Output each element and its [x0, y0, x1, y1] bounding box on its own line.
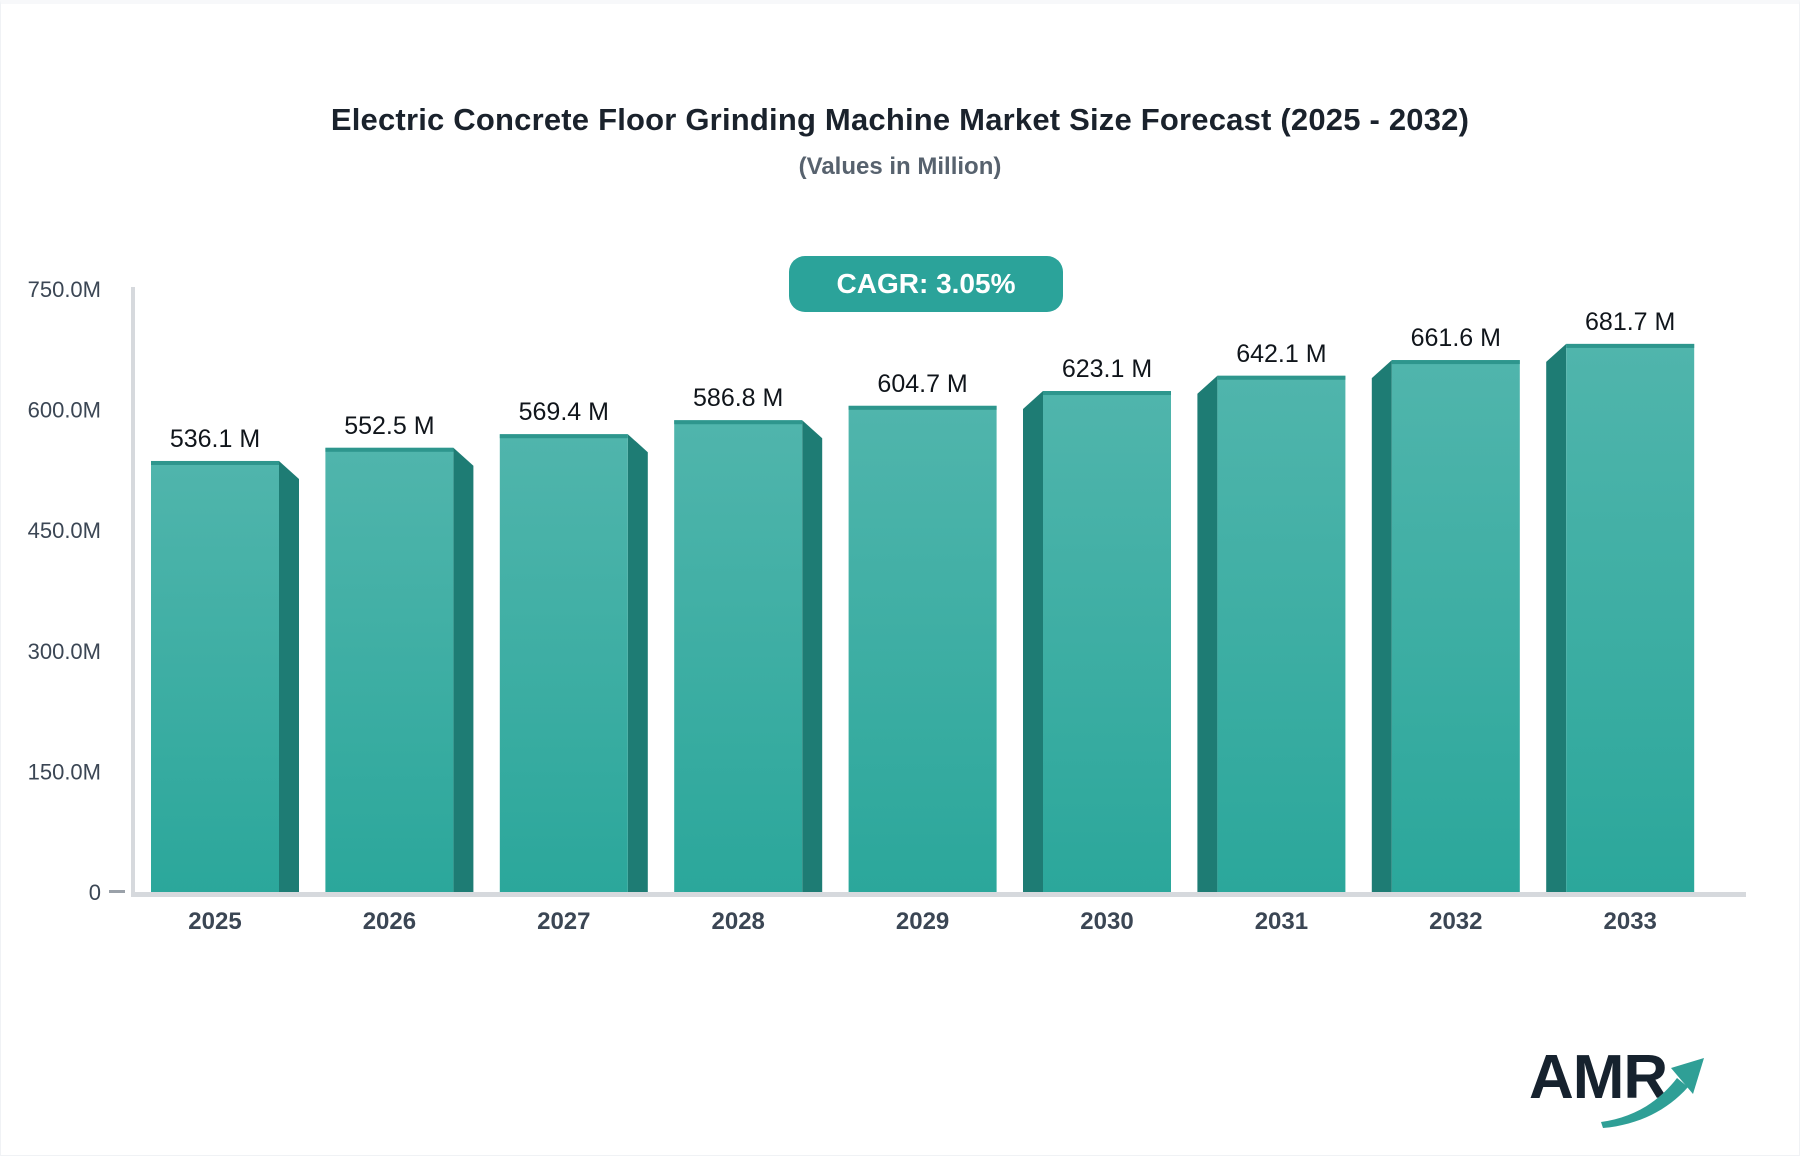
bar-group-2027: 569.4 M 2027: [499, 398, 648, 935]
y-axis-tick-label: 600.0M: [28, 398, 101, 423]
bar-top-edge: [499, 434, 628, 439]
chart-title: Electric Concrete Floor Grinding Machine…: [330, 102, 1470, 137]
x-axis-category-label: 2028: [712, 908, 765, 935]
bar-value-label: 623.1 M: [1062, 355, 1152, 383]
bar-value-label: 642.1 M: [1236, 340, 1326, 368]
bar-side-face: [802, 420, 823, 892]
bar-group-2028: 586.8 M 2028: [674, 384, 823, 935]
bar: [848, 405, 997, 892]
x-axis-category-label: 2032: [1429, 908, 1482, 935]
bar-value-label: 569.4 M: [519, 398, 609, 426]
y-axis-tick-label: 450.0M: [28, 518, 101, 543]
bar-value-label: 586.8 M: [693, 384, 783, 412]
bar-top-edge: [151, 460, 279, 465]
chart-subtitle: (Values in Million): [798, 153, 1002, 180]
bar-side-face: [1197, 375, 1218, 892]
bar-side-face: [279, 460, 299, 892]
bar-side-face: [453, 447, 474, 892]
bar-value-label: 604.7 M: [877, 370, 967, 398]
bar-group-2033: 681.7 M 2033: [1546, 308, 1695, 935]
bar-value-label: 681.7 M: [1585, 308, 1675, 336]
bar-side-face: [1023, 391, 1043, 892]
bar-value-label: 661.6 M: [1411, 324, 1501, 352]
bar-group-2031: 642.1 M 2031: [1197, 340, 1346, 935]
bar-group-2026: 552.5 M 2026: [325, 412, 474, 935]
y-axis-line: [131, 287, 135, 892]
amr-logo: AMR: [1529, 1042, 1769, 1142]
cagr-badge: CAGR: 3.05%: [789, 256, 1063, 312]
x-axis-category-label: 2026: [363, 908, 416, 935]
growth-arrow-icon: [1601, 1058, 1704, 1128]
bar-top-edge: [674, 420, 803, 425]
bar-value-label: 536.1 M: [170, 425, 260, 453]
x-axis-category-label: 2025: [188, 908, 241, 935]
bar-value-label: 552.5 M: [344, 412, 434, 440]
y-axis-tick-label: 300.0M: [28, 639, 101, 664]
bar: [151, 460, 279, 892]
x-axis-category-label: 2031: [1255, 908, 1308, 935]
bar: [499, 434, 628, 892]
bar-side-face: [1371, 360, 1392, 892]
amr-logo-text: AMR: [1529, 1043, 1668, 1112]
bar-top-edge: [1217, 375, 1346, 380]
bar: [1043, 391, 1171, 892]
y-axis-zero-tick: [109, 890, 125, 893]
bar-group-2029: 604.7 M 2029: [848, 370, 997, 935]
bar-top-edge: [325, 447, 454, 452]
y-axis-tick-label: 750.0M: [28, 277, 101, 302]
bar: [1391, 360, 1520, 892]
bar: [1217, 375, 1346, 892]
x-axis-category-label: 2027: [537, 908, 590, 935]
y-axis-tick-label: 0: [89, 880, 101, 905]
bar-group-2025: 536.1 M 2025: [151, 425, 299, 935]
x-axis-category-label: 2029: [896, 908, 949, 935]
bar: [325, 447, 454, 892]
bar-top-edge: [1566, 343, 1695, 348]
bar-chart-canvas: 0 150.0M 300.0M 450.0M 600.0M 750.0M 536.1 M 20…: [28, 277, 1746, 935]
bar-group-2030: 623.1 M 2030: [1023, 355, 1171, 935]
x-axis-category-label: 2033: [1604, 908, 1657, 935]
bar-side-face: [1546, 343, 1567, 892]
bar-top-edge: [1391, 360, 1520, 365]
bar-side-face: [627, 434, 648, 892]
bar-group-2032: 661.6 M 2032: [1371, 324, 1520, 935]
bar: [1566, 343, 1695, 892]
bar-top-edge: [1043, 391, 1171, 396]
bar: [674, 420, 803, 892]
x-axis-line: [131, 892, 1746, 897]
y-axis-tick-label: 150.0M: [28, 759, 101, 784]
bar-top-edge: [848, 405, 997, 410]
x-axis-category-label: 2030: [1080, 908, 1133, 935]
